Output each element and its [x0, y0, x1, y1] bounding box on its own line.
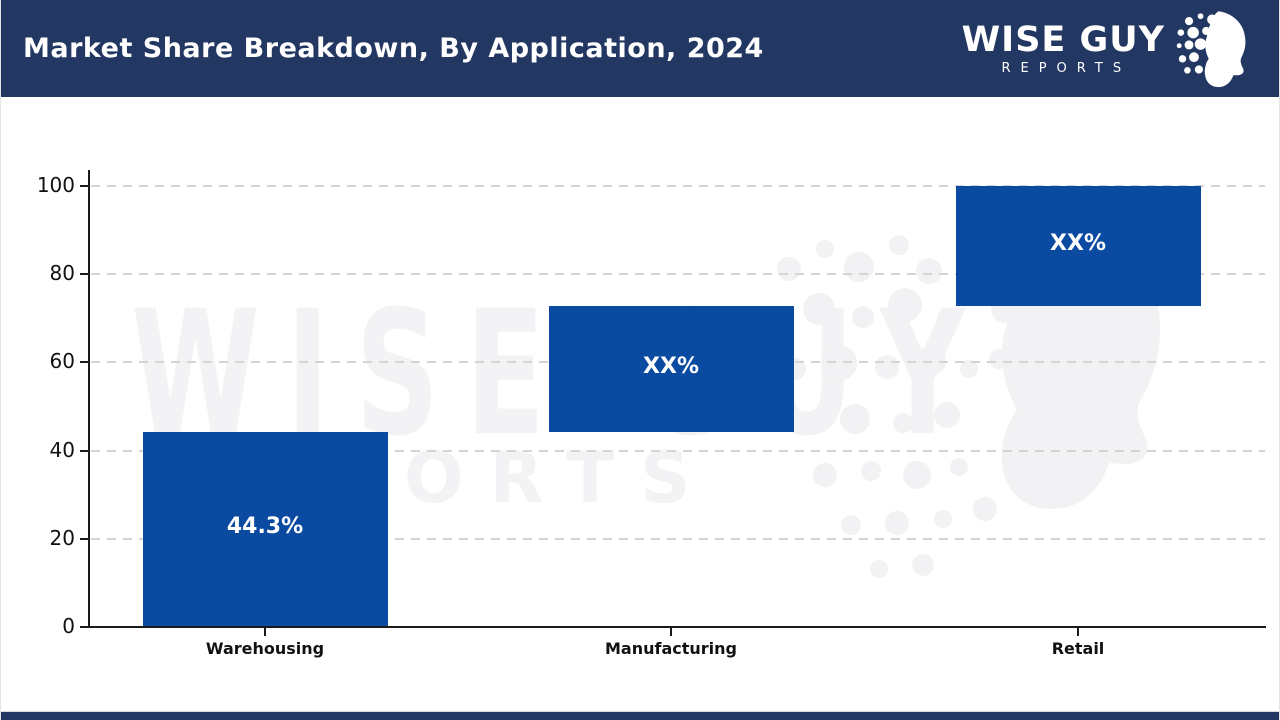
- y-tick-mark: [80, 626, 88, 628]
- gridline-20: [91, 537, 1265, 540]
- x-tick-mark: [1077, 628, 1079, 636]
- bottom-hairline: [1, 711, 1279, 712]
- y-axis-line: [88, 170, 90, 627]
- wiseguy-logo: WISE GUY REPORTS: [962, 8, 1253, 90]
- footer-bar: [1, 712, 1279, 720]
- y-tick-label: 20: [49, 525, 75, 550]
- bar-manufacturing: [548, 305, 794, 432]
- y-tick-label: 60: [49, 349, 75, 374]
- y-tick-mark: [80, 273, 88, 276]
- gridline-80: [91, 273, 1265, 276]
- header-bar: Market Share Breakdown, By Application, …: [1, 0, 1279, 97]
- bar-value-label: XX%: [643, 353, 699, 379]
- x-tick-label: Retail: [1051, 639, 1105, 658]
- wiseguy-face-icon: [1176, 10, 1246, 87]
- bar-value-label: 44.3%: [226, 514, 304, 540]
- x-tick-label: Warehousing: [205, 639, 325, 658]
- bar-value-label: XX%: [1050, 230, 1106, 256]
- y-tick-label: 40: [49, 437, 75, 462]
- bar-retail: [955, 186, 1201, 306]
- x-tick-mark: [264, 628, 266, 636]
- x-tick-label: Manufacturing: [605, 639, 737, 658]
- y-tick-mark: [80, 449, 88, 452]
- gridline-100: [91, 185, 1265, 187]
- logo-wiseguy-text: WISE GUY: [961, 19, 1165, 60]
- y-tick-mark: [80, 537, 88, 540]
- y-tick-label: 0: [62, 614, 75, 638]
- bar-warehousing: [142, 431, 388, 627]
- logo-reports-text: REPORTS: [1001, 60, 1132, 76]
- y-tick-label: 80: [49, 261, 75, 286]
- logo-text: WISE GUY REPORTS: [961, 19, 1165, 76]
- x-tick-mark: [670, 628, 672, 636]
- gridline-40: [91, 449, 1265, 452]
- chart-title: Market Share Breakdown, By Application, …: [23, 33, 764, 64]
- y-tick-label: 100: [36, 173, 75, 197]
- y-tick-mark: [80, 185, 88, 187]
- x-axis-line: [88, 626, 1266, 628]
- plot-area: WISE GUY REPORTS 0 20 40 60 80 100 44.3% Wareho…: [1, 97, 1279, 713]
- y-tick-mark: [80, 361, 88, 364]
